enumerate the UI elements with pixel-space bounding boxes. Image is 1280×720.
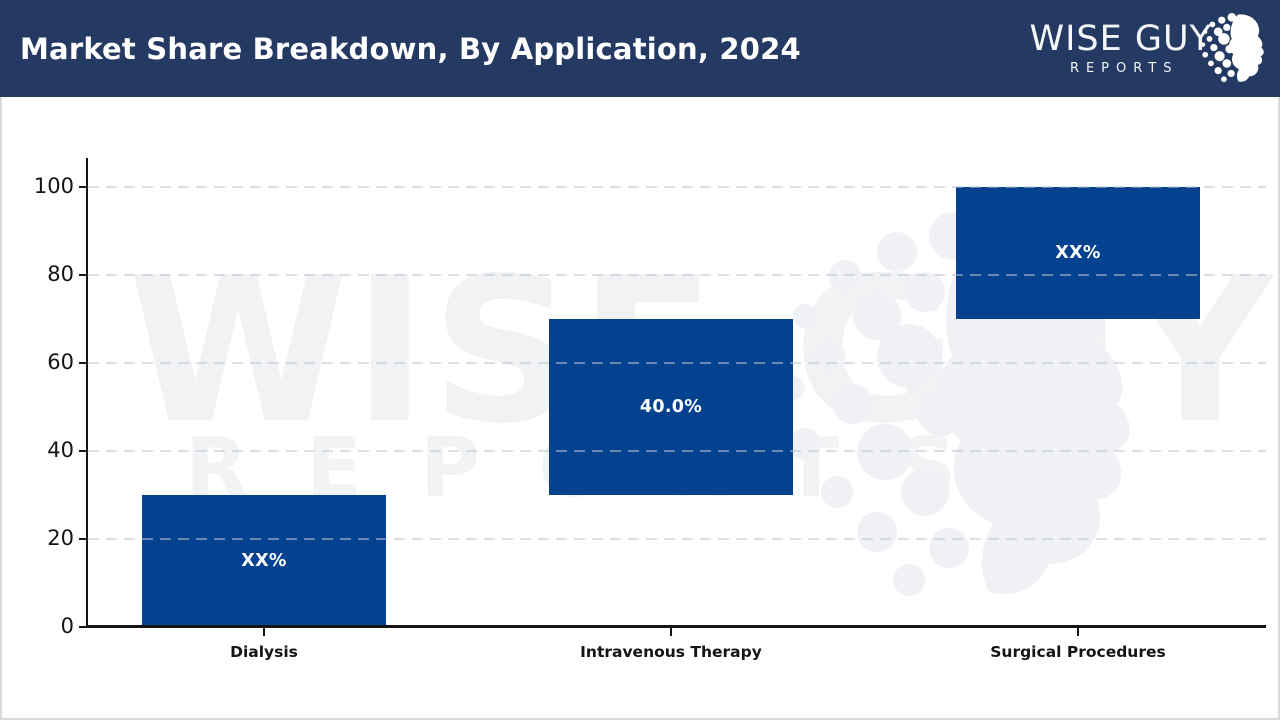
bar-value-label: XX% [1055, 243, 1101, 263]
wiseguy-face-icon [1198, 6, 1270, 92]
bar-value-label: XX% [241, 551, 287, 571]
y-tick-mark [79, 186, 86, 188]
x-tick-label: Dialysis [230, 643, 298, 661]
wiseguy-logo: WISE GUY REPORTS [1029, 6, 1280, 92]
y-axis-spine [86, 158, 88, 627]
y-tick-label: 100 [33, 174, 74, 198]
gridline [88, 538, 1266, 540]
logo-subtitle: REPORTS [1069, 61, 1179, 76]
y-tick-mark [79, 626, 86, 628]
bar-intravenous-therapy: 40.0% [549, 319, 793, 495]
x-tick-mark [1077, 628, 1079, 636]
header-bar: Market Share Breakdown, By Application, … [0, 0, 1280, 97]
y-tick-label: 40 [47, 438, 74, 462]
y-tick-mark [79, 362, 86, 364]
bar-dialysis: XX% [142, 495, 386, 627]
y-tick-label: 60 [47, 350, 74, 374]
gridline [88, 450, 1266, 452]
logo-wordmark: WISE GUY [1029, 19, 1212, 59]
chart-plot-area: 0 20 40 60 80 100 XX% Dialysis 40.0% Intravenous … [34, 158, 1266, 661]
bar-surgical-procedures: XX% [956, 187, 1200, 319]
x-axis-spine [86, 625, 1266, 628]
y-tick-label: 20 [47, 526, 74, 550]
y-tick-mark [79, 274, 86, 276]
y-tick-mark [79, 538, 86, 540]
page-title: Market Share Breakdown, By Application, … [20, 31, 801, 66]
x-tick-label: Intravenous Therapy [580, 643, 762, 661]
gridline [88, 274, 1266, 276]
bar-value-label: 40.0% [639, 397, 703, 417]
y-tick-label: 80 [47, 262, 74, 286]
y-tick-label: 0 [60, 614, 74, 638]
gridline [88, 362, 1266, 364]
x-tick-mark [263, 628, 265, 636]
wiseguy-logo-text: WISE GUY REPORTS [1029, 19, 1212, 76]
x-tick-label: Surgical Procedures [990, 643, 1166, 661]
y-tick-mark [79, 450, 86, 452]
x-tick-mark [670, 628, 672, 636]
gridline [88, 186, 1266, 188]
